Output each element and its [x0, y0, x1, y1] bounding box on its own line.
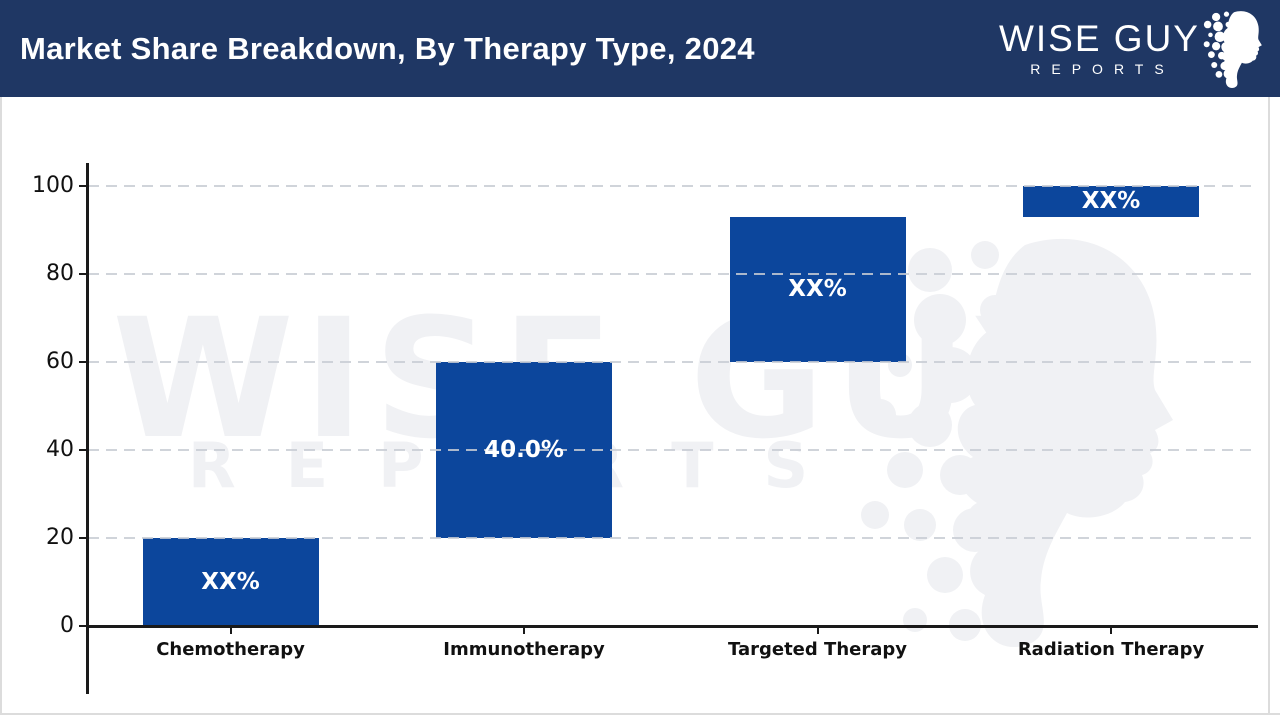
x-axis-line [86, 625, 1258, 628]
y-axis-line [86, 163, 89, 694]
gridline-100 [88, 185, 1258, 187]
x-tick-mark-chemotherapy [229, 627, 232, 634]
y-tick-mark-0 [79, 625, 88, 627]
logo-head-icon [1203, 10, 1262, 88]
y-tick-mark-40 [79, 449, 88, 451]
y-tick-label-100: 100 [32, 173, 74, 198]
x-tick-mark-immunotherapy [523, 627, 525, 634]
y-tick-label-80: 80 [46, 261, 74, 286]
y-tick-label-0: 0 [60, 613, 74, 638]
y-tick-mark-80 [79, 273, 88, 275]
bar-chemotherapy [142, 538, 319, 626]
x-category-label-chemotherapy: Chemotherapy [156, 639, 305, 660]
gridline-80 [88, 273, 1258, 275]
logo-text: WISE GUY REPORTS [999, 20, 1200, 77]
frame-bottom-border [0, 713, 1280, 715]
frame-right-border [1268, 97, 1270, 715]
x-tick-mark-targeted-therapy [816, 627, 819, 634]
chart-area: WISE GUY REPORTS 020406080100XX%Chemothe… [0, 97, 1280, 720]
y-tick-mark-20 [79, 537, 88, 539]
bar-radiation-therapy [1023, 186, 1199, 217]
y-tick-label-40: 40 [46, 437, 74, 462]
wise-guy-reports-logo: WISE GUY REPORTS [999, 8, 1266, 90]
logo-wordmark: WISE GUY [998, 18, 1200, 59]
watermark-head-icon [861, 238, 1173, 648]
gridline-20 [88, 537, 1258, 539]
gridline-60 [88, 361, 1258, 363]
bar-targeted-therapy [729, 216, 906, 362]
header-bar: Market Share Breakdown, By Therapy Type,… [0, 0, 1280, 97]
x-category-label-targeted-therapy: Targeted Therapy [728, 639, 907, 660]
frame-left-border [0, 97, 2, 715]
y-tick-label-60: 60 [46, 349, 74, 374]
x-tick-mark-radiation-therapy [1110, 627, 1112, 634]
y-tick-mark-100 [79, 185, 88, 187]
x-category-label-radiation-therapy: Radiation Therapy [1017, 639, 1205, 660]
y-tick-mark-60 [79, 361, 88, 363]
page-title: Market Share Breakdown, By Therapy Type,… [20, 30, 755, 66]
gridline-40 [88, 449, 1258, 451]
x-category-label-immunotherapy: Immunotherapy [443, 639, 605, 660]
logo-subtitle: REPORTS [1030, 61, 1175, 77]
y-tick-label-20: 20 [46, 525, 74, 550]
